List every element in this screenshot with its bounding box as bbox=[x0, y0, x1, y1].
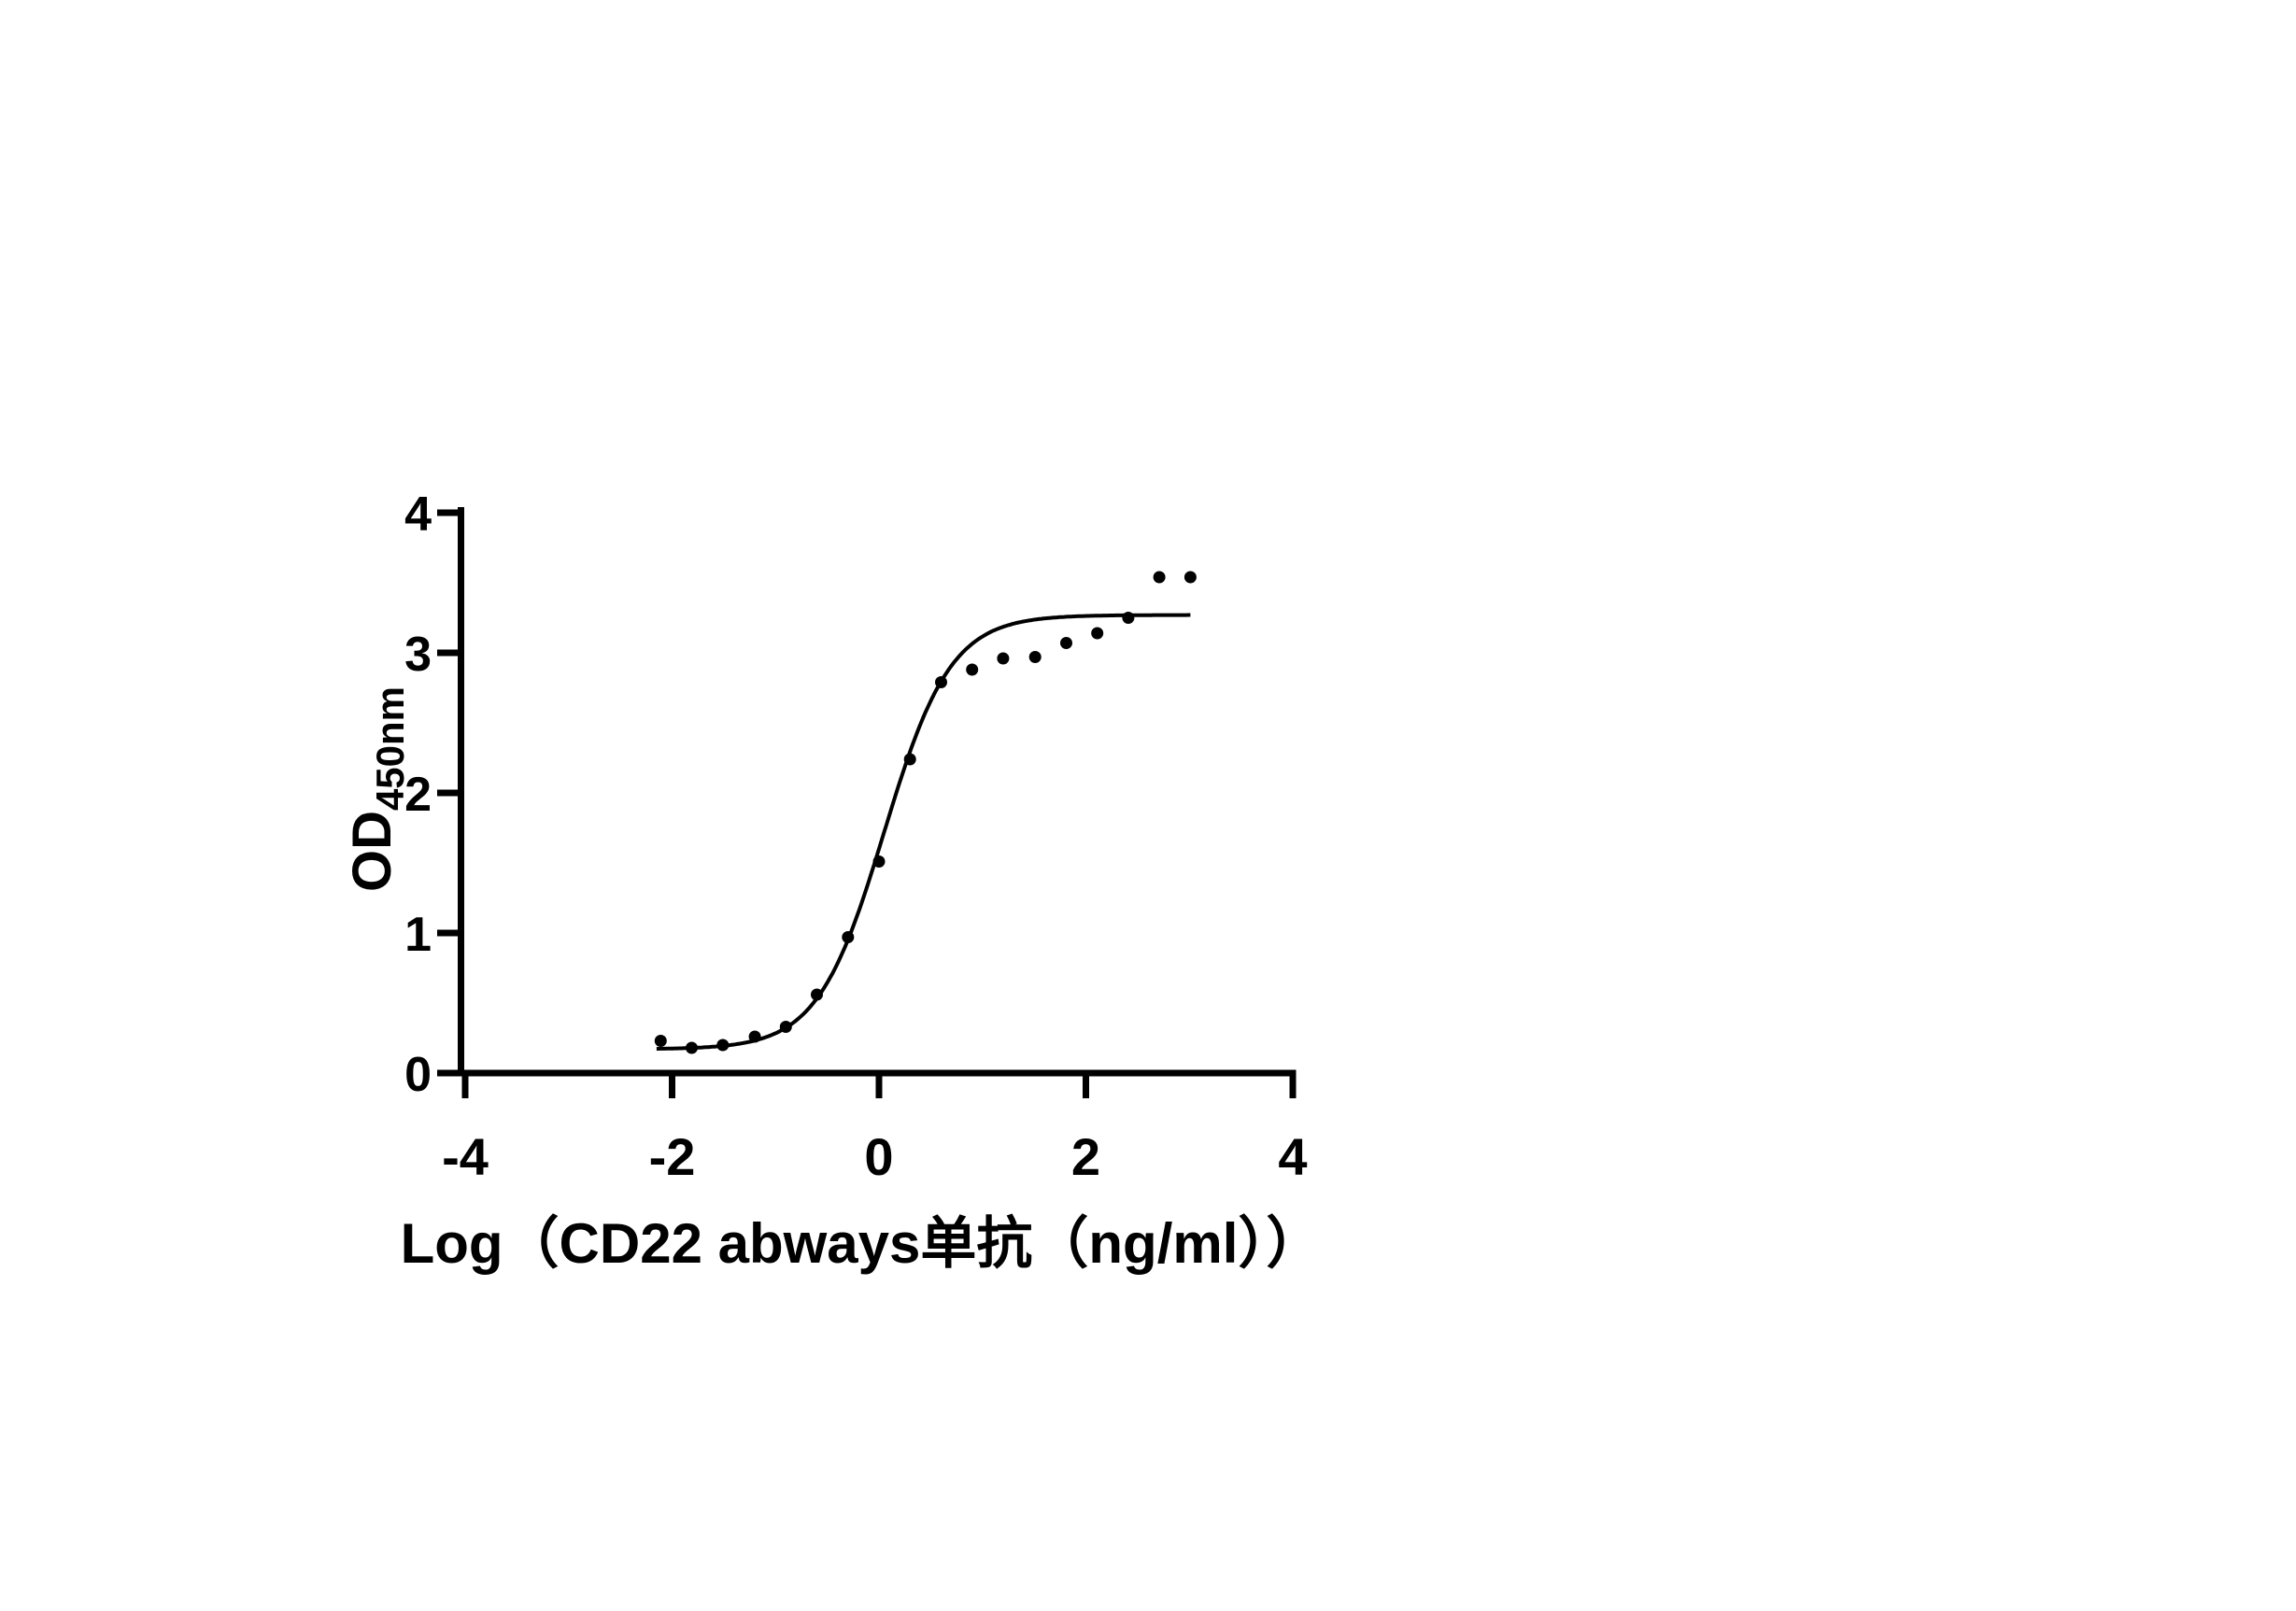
data-point bbox=[686, 1041, 698, 1054]
y-axis-title-subscript: 450nm bbox=[368, 686, 412, 811]
y-tick-label: 3 bbox=[404, 628, 432, 682]
y-axis-ticks: 0 1 2 3 4 bbox=[404, 488, 458, 1102]
data-point bbox=[1028, 651, 1042, 663]
y-axis-title: OD450nm bbox=[342, 686, 412, 892]
data-point bbox=[966, 663, 979, 676]
axes bbox=[458, 507, 1297, 1077]
data-point bbox=[716, 1039, 730, 1052]
data-point bbox=[779, 1021, 792, 1033]
x-tick-label: -2 bbox=[649, 1127, 696, 1186]
data-point bbox=[935, 676, 947, 688]
x-tick-label: 2 bbox=[1071, 1127, 1100, 1186]
data-point bbox=[997, 652, 1010, 665]
data-point bbox=[903, 753, 916, 766]
data-point bbox=[1183, 571, 1197, 584]
data-point bbox=[748, 1030, 761, 1043]
data-point bbox=[872, 855, 886, 868]
x-axis-title: Log（CD22 abways单抗（ng/ml）） bbox=[401, 1212, 1323, 1275]
x-tick-label: 4 bbox=[1278, 1127, 1307, 1186]
data-point bbox=[1091, 627, 1104, 640]
data-points bbox=[654, 571, 1197, 1054]
data-point bbox=[1153, 571, 1166, 584]
x-axis-ticks: -4 -2 0 2 4 bbox=[442, 1076, 1308, 1186]
data-point bbox=[811, 988, 823, 1001]
y-axis-title-main: OD bbox=[342, 811, 403, 892]
y-tick-label: 1 bbox=[404, 908, 432, 962]
data-point bbox=[1122, 612, 1135, 624]
data-point bbox=[1060, 637, 1072, 649]
data-point bbox=[842, 931, 855, 943]
x-tick-label: 0 bbox=[864, 1127, 893, 1186]
data-point bbox=[654, 1035, 667, 1047]
y-tick-label: 0 bbox=[404, 1048, 432, 1102]
fit-curve-line bbox=[656, 613, 1191, 1051]
y-tick-label: 2 bbox=[404, 768, 432, 822]
x-tick-label: -4 bbox=[442, 1127, 489, 1186]
y-tick-label: 4 bbox=[404, 488, 432, 542]
